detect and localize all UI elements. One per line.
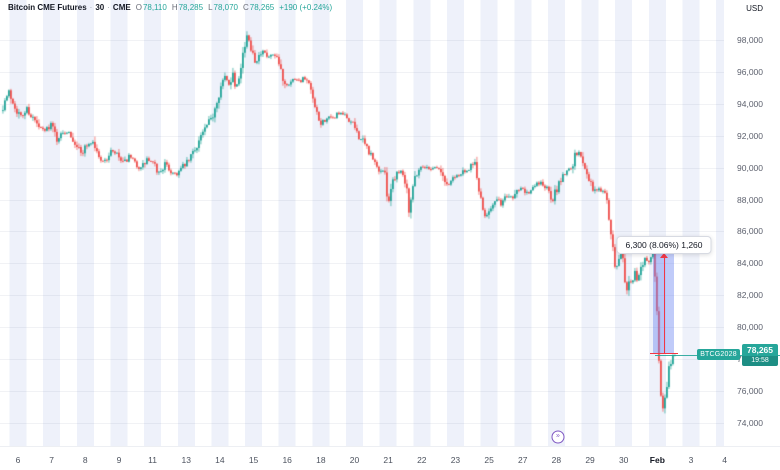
time-tick-label: 8 bbox=[82, 455, 88, 465]
measure-arrow-up-icon bbox=[660, 253, 668, 258]
time-tick-label: 6 bbox=[15, 455, 21, 465]
ohlc-key: L bbox=[208, 3, 213, 12]
price-tick-label: 80,000 bbox=[737, 322, 763, 333]
time-tick-label: 14 bbox=[215, 455, 225, 465]
measure-tooltip: 6,300 (8.06%) 1,260 bbox=[616, 236, 712, 254]
time-tick-label: 23 bbox=[450, 455, 461, 465]
price-tick-label: 98,000 bbox=[737, 35, 763, 45]
price-gridline bbox=[0, 71, 724, 73]
price-gridline bbox=[0, 199, 724, 201]
price-gridline bbox=[0, 295, 724, 297]
symbol-exchange: CME bbox=[112, 3, 131, 12]
price-tick-label: 82,000 bbox=[737, 290, 763, 301]
time-tick-label: 27 bbox=[518, 455, 528, 465]
ticker-label: BTCG2028 bbox=[697, 349, 740, 360]
time-tick-label: 30 bbox=[618, 455, 629, 465]
ohlc-key: H bbox=[171, 3, 178, 12]
time-tick-label: 22 bbox=[417, 455, 427, 465]
symbol-legend[interactable]: Bitcoin CME Futures · 30 · CME O78,110 H78,285… bbox=[8, 3, 332, 13]
price-tick-label: 90,000 bbox=[737, 162, 763, 173]
time-tick-label: 25 bbox=[484, 455, 494, 465]
price-gridline bbox=[0, 422, 724, 424]
price-gridline bbox=[0, 359, 724, 361]
time-tick-label: 7 bbox=[49, 455, 55, 465]
price-gridline bbox=[0, 231, 724, 233]
time-tick-label: 15 bbox=[248, 455, 259, 465]
price-tick-label: 76,000 bbox=[737, 386, 763, 397]
ohlc-value: 78,110 bbox=[142, 3, 167, 12]
time-axis[interactable]: 6 7 8 9 11 13 14 15 16 18 20 21 22 23 25 27 28 29 30 Feb 3 4 bbox=[0, 446, 780, 470]
legend-separator: · bbox=[89, 3, 93, 12]
price-gridline bbox=[0, 135, 724, 137]
ohlc-key: O bbox=[135, 3, 142, 12]
price-gridline bbox=[0, 327, 724, 329]
symbol-title: Bitcoin CME Futures bbox=[8, 3, 87, 12]
time-tick-label: Feb bbox=[649, 455, 665, 465]
price-tick-label: 86,000 bbox=[737, 226, 763, 237]
price-gridline bbox=[0, 103, 724, 105]
price-tick-label: 94,000 bbox=[737, 98, 763, 109]
price-tick-label: 74,000 bbox=[737, 417, 763, 428]
time-tick-label: 11 bbox=[148, 455, 158, 465]
time-tick-label: 4 bbox=[722, 455, 728, 465]
time-tick-label: 21 bbox=[383, 455, 393, 465]
price-tick-label: 96,000 bbox=[737, 66, 763, 77]
price-gridline bbox=[0, 263, 724, 265]
ohlc-values: O78,110 H78,285 L78,070 C78,265 bbox=[131, 3, 275, 12]
price-gridline bbox=[0, 40, 724, 41]
measure-vertical-line bbox=[663, 257, 665, 353]
price-tick-label: 84,000 bbox=[737, 258, 763, 269]
price-change: +190 (+0.24%) bbox=[279, 3, 333, 12]
legend-separator: · bbox=[107, 3, 110, 12]
ohlc-value: 78,285 bbox=[178, 3, 204, 12]
price-gridline bbox=[0, 167, 724, 169]
time-tick-label: 20 bbox=[349, 455, 360, 465]
bar-countdown: 19:58 bbox=[742, 356, 778, 366]
time-tick-label: 28 bbox=[551, 455, 562, 465]
price-tick-label: 88,000 bbox=[737, 194, 763, 205]
price-gridline bbox=[0, 391, 724, 393]
ohlc-key: C bbox=[242, 3, 249, 12]
price-tick-label: 92,000 bbox=[737, 130, 763, 141]
symbol-interval: 30 bbox=[95, 3, 105, 12]
time-tick-label: 13 bbox=[181, 455, 191, 465]
ohlc-value: 78,070 bbox=[213, 3, 238, 12]
time-tick-label: 18 bbox=[316, 455, 326, 465]
last-price-label: 78,265 19:58 bbox=[742, 344, 778, 366]
last-price-value: 78,265 bbox=[742, 344, 778, 356]
time-tick-label: 3 bbox=[688, 455, 694, 465]
time-tick-label: 9 bbox=[116, 455, 122, 465]
measure-bottom-line bbox=[650, 353, 678, 354]
time-tick-label: 29 bbox=[585, 455, 595, 465]
time-tick-label: 16 bbox=[282, 455, 292, 465]
ohlc-value: 78,265 bbox=[249, 3, 275, 12]
event-marker-icon[interactable]: » bbox=[551, 430, 565, 444]
price-scale-currency: USD bbox=[746, 4, 763, 13]
